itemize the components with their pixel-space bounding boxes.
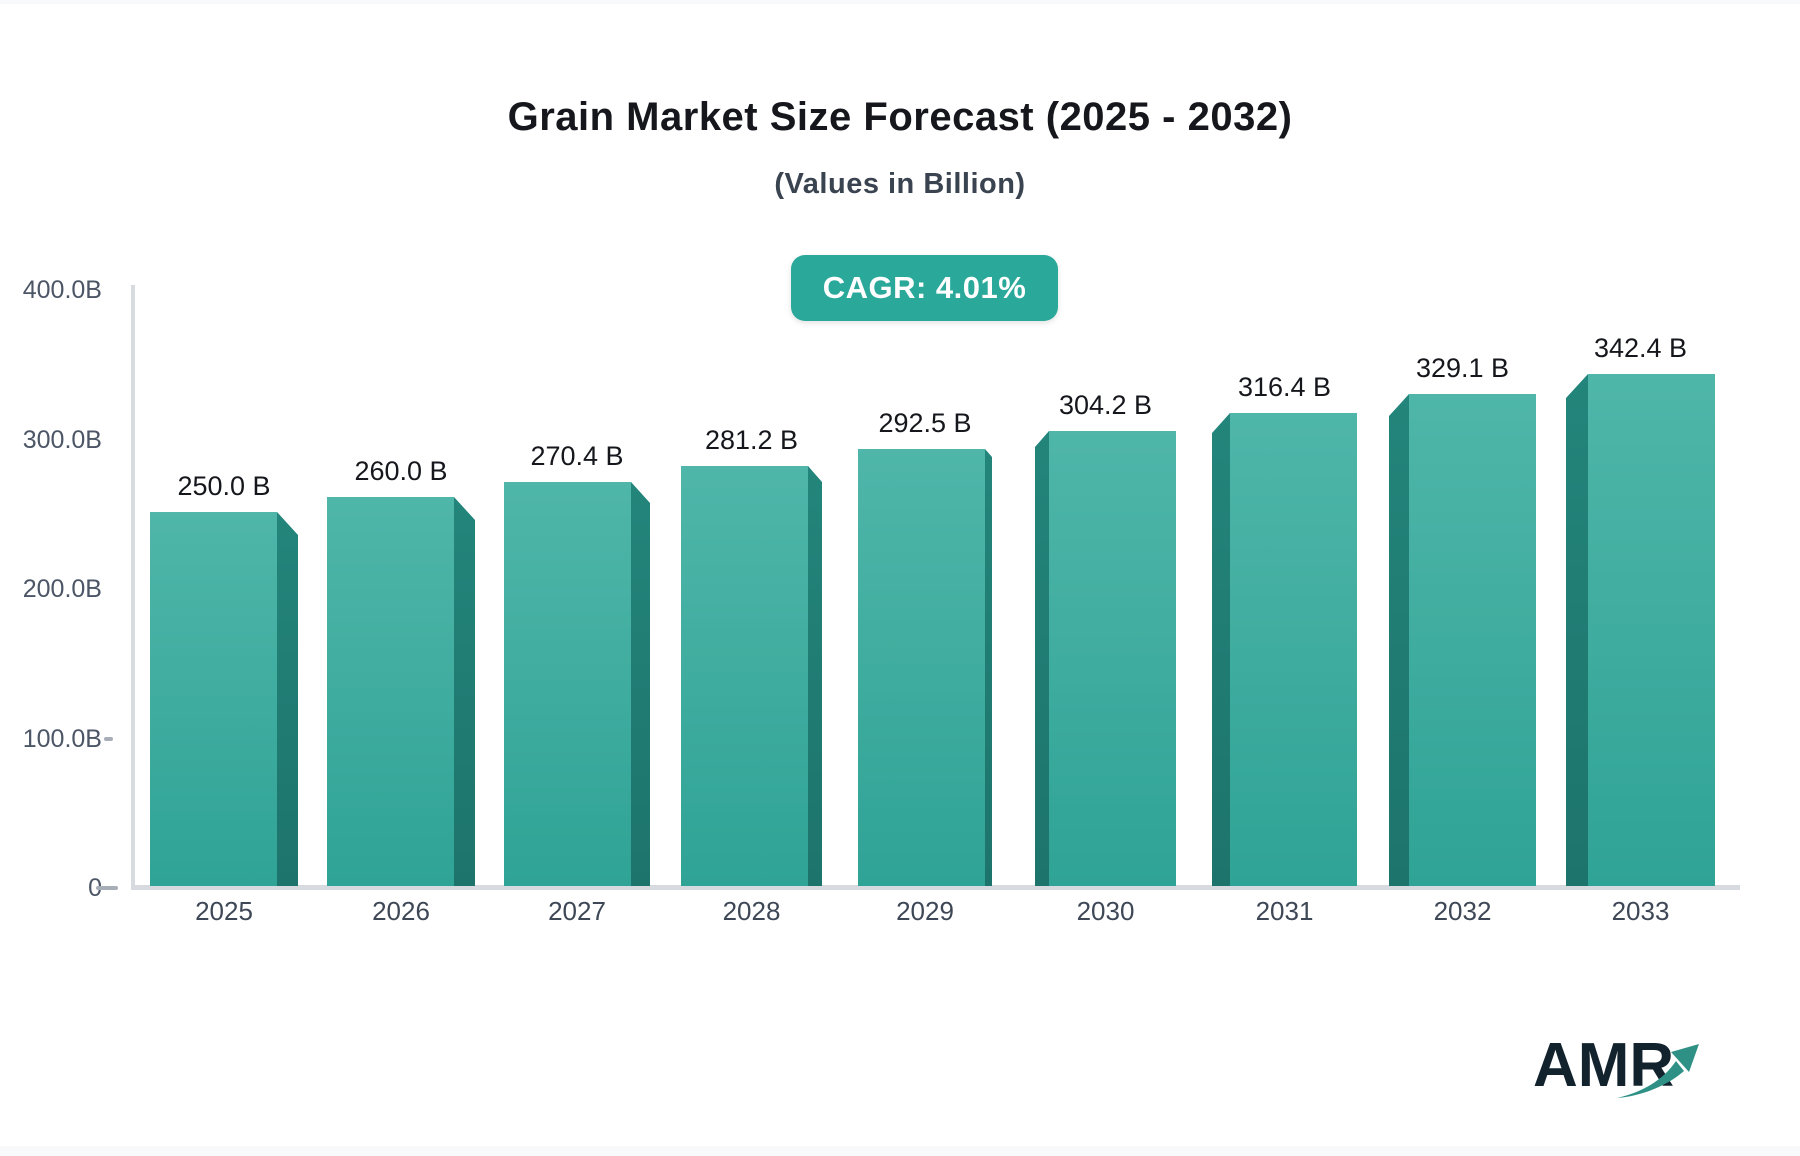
bar-side-face-2028 bbox=[808, 466, 822, 886]
bar-value-label-2027: 270.4 B bbox=[530, 441, 624, 471]
x-axis-label-2028: 2028 bbox=[722, 896, 781, 926]
amr-logo: AMR bbox=[1533, 1030, 1733, 1140]
y-axis-tick-mark bbox=[96, 886, 118, 890]
y-axis-label-1000B: 100.0B bbox=[22, 724, 102, 753]
bar-2029 bbox=[858, 449, 985, 886]
chart-title: Grain Market Size Forecast (2025 - 2032) bbox=[507, 95, 1293, 139]
x-axis-label-2025: 2025 bbox=[195, 896, 253, 926]
y-axis-label-0: 0 bbox=[0, 872, 102, 904]
bar-side-face-2032 bbox=[1389, 394, 1409, 886]
chart-subtitle: (Values in Billion) bbox=[774, 168, 1026, 200]
x-axis-label-2030: 2030 bbox=[1076, 896, 1135, 926]
x-axis-line bbox=[131, 885, 1740, 890]
x-axis-label-2032: 2032 bbox=[1433, 896, 1492, 926]
bar-side-face-2029 bbox=[985, 449, 992, 886]
y-axis-label-2000B: 200.0B bbox=[22, 575, 102, 603]
y-axis-label-4000B: 400.0B bbox=[22, 276, 102, 304]
y-axis-tick-mark bbox=[104, 736, 113, 741]
bar-2031 bbox=[1230, 413, 1357, 886]
bar-side-face-2026 bbox=[454, 497, 475, 886]
bar-value-label-2030: 304.2 B bbox=[1058, 390, 1153, 420]
bar-2032 bbox=[1409, 394, 1536, 886]
bar-value-label-2025: 250.0 B bbox=[177, 471, 271, 501]
bar-2026 bbox=[327, 497, 454, 886]
bar-value-label-2032: 329.1 B bbox=[1415, 353, 1510, 383]
x-axis-label-2027: 2027 bbox=[548, 896, 606, 926]
bar-2027 bbox=[504, 482, 631, 886]
bar-side-face-2025 bbox=[277, 512, 298, 886]
bar-side-face-2031 bbox=[1212, 413, 1230, 886]
bar-side-face-2033 bbox=[1566, 374, 1588, 886]
growth-arrow-icon bbox=[1617, 1044, 1699, 1098]
bar-value-label-2028: 281.2 B bbox=[704, 425, 799, 455]
y-axis-line bbox=[131, 285, 135, 888]
x-axis-label-2029: 2029 bbox=[896, 896, 954, 926]
bar-2030 bbox=[1049, 431, 1176, 886]
bar-side-face-2030 bbox=[1035, 431, 1049, 886]
cagr-badge: CAGR: 4.01% bbox=[791, 255, 1058, 321]
x-axis-label-2026: 2026 bbox=[372, 896, 430, 926]
bar-value-label-2033: 342.4 B bbox=[1593, 333, 1688, 363]
bar-2025 bbox=[150, 512, 277, 886]
bar-value-label-2026: 260.0 B bbox=[354, 456, 448, 486]
bar-value-label-2031: 316.4 B bbox=[1237, 372, 1332, 402]
bar-2033 bbox=[1588, 374, 1715, 886]
x-axis-label-2033: 2033 bbox=[1611, 896, 1670, 926]
bar-2028 bbox=[681, 466, 808, 886]
y-axis-label-3000B: 300.0B bbox=[22, 425, 102, 454]
bar-value-label-2029: 292.5 B bbox=[878, 408, 972, 438]
x-axis-label-2031: 2031 bbox=[1255, 896, 1314, 926]
bar-side-face-2027 bbox=[631, 482, 650, 886]
